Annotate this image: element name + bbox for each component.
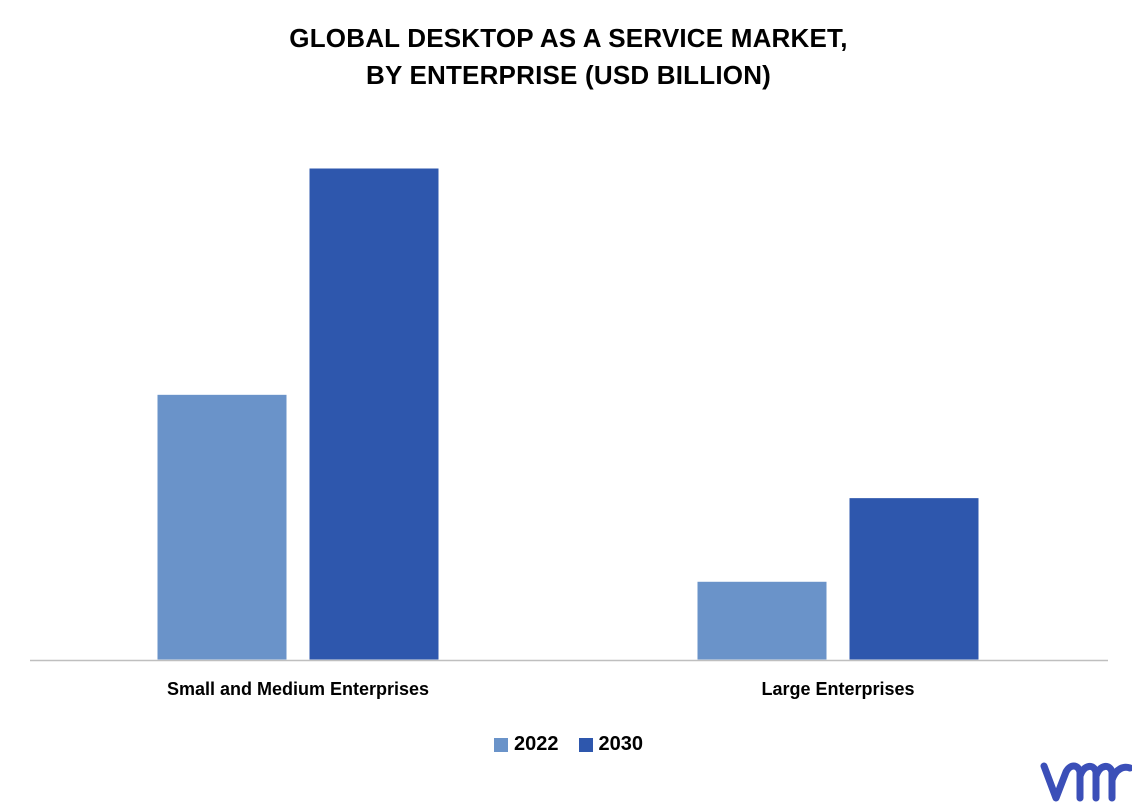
category-label-small-and-medium-enterprises: Small and Medium Enterprises bbox=[167, 679, 429, 699]
legend-label-2022: 2022 bbox=[514, 733, 559, 755]
legend-label-2030: 2030 bbox=[598, 733, 644, 755]
chart-title-line-1: GLOBAL DESKTOP AS A SERVICE MARKET, bbox=[289, 23, 848, 53]
chart-legend: 2022 2030 bbox=[0, 733, 1137, 756]
chart-title: GLOBAL DESKTOP AS A SERVICE MARKET, BY E… bbox=[0, 20, 1137, 94]
bar-large-enterprises-2030 bbox=[848, 497, 980, 661]
bar-large-enterprises-2022 bbox=[696, 580, 828, 661]
legend-swatch-2022 bbox=[494, 737, 508, 752]
legend-swatch-2030 bbox=[578, 737, 593, 752]
legend-item-2030: 2030 bbox=[578, 733, 644, 756]
bar-small-and-medium-enterprises-2022 bbox=[156, 393, 288, 661]
category-label-large-enterprises: Large Enterprises bbox=[761, 679, 914, 699]
chart-title-line-2: BY ENTERPRISE (USD BILLION) bbox=[365, 60, 772, 90]
legend-item-2022: 2022 bbox=[494, 733, 559, 756]
bar-small-and-medium-enterprises-2030 bbox=[308, 167, 440, 661]
vmr-logo bbox=[1040, 762, 1132, 802]
